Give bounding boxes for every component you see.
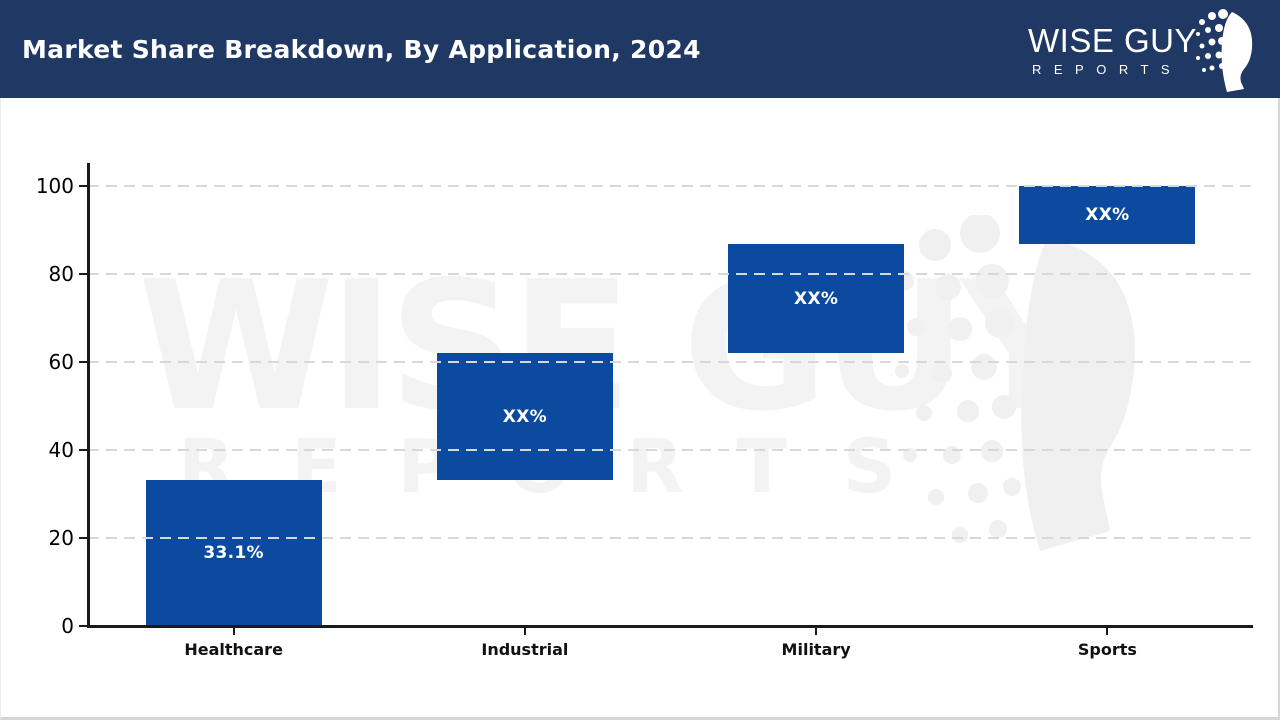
y-tick-mark bbox=[79, 625, 88, 627]
y-tick-mark bbox=[79, 449, 88, 451]
page-title: Market Share Breakdown, By Application, … bbox=[22, 34, 701, 64]
y-tick-label: 20 bbox=[48, 526, 74, 550]
x-tick-label-industrial: Industrial bbox=[481, 640, 569, 659]
watermark-text-big: WISE GUY bbox=[138, 243, 1090, 450]
bar-sports: XX% bbox=[1019, 186, 1196, 245]
gridline-80 bbox=[88, 273, 1253, 275]
bar-healthcare: 33.1% bbox=[145, 480, 322, 626]
gridline-40 bbox=[88, 449, 1253, 451]
x-tick-mark bbox=[523, 626, 526, 635]
watermark-face-dots-icon bbox=[894, 215, 1135, 551]
x-tick-label-sports: Sports bbox=[1077, 640, 1137, 659]
logo-face-dots-icon bbox=[1196, 9, 1253, 92]
x-axis-line bbox=[87, 625, 1253, 628]
x-tick-mark bbox=[815, 626, 818, 635]
y-tick-label: 100 bbox=[35, 174, 74, 198]
bar-value-label: 33.1% bbox=[203, 543, 264, 564]
bar-industrial: XX% bbox=[436, 353, 613, 481]
logo-text-line2: REPORTS bbox=[1032, 62, 1182, 77]
x-tick-mark bbox=[1106, 626, 1109, 635]
gridline-60 bbox=[88, 361, 1253, 363]
logo-text-line1: WISE GUY bbox=[1028, 22, 1197, 59]
y-tick-mark bbox=[79, 361, 88, 363]
bar-value-label: XX% bbox=[502, 406, 547, 427]
bar-value-label: XX% bbox=[794, 288, 839, 309]
x-tick-label-military: Military bbox=[781, 640, 851, 659]
y-tick-mark bbox=[79, 537, 88, 539]
gridline-100 bbox=[88, 185, 1253, 187]
bar-military: XX% bbox=[728, 244, 905, 354]
y-tick-mark bbox=[79, 273, 88, 275]
bar-value-label: XX% bbox=[1085, 205, 1130, 226]
y-tick-label: 60 bbox=[48, 350, 74, 374]
y-tick-mark bbox=[79, 185, 88, 187]
x-tick-label-healthcare: Healthcare bbox=[184, 640, 283, 659]
x-tick-mark bbox=[232, 626, 235, 635]
wise-guy-logo: WISE GUY REPORTS bbox=[1028, 9, 1253, 92]
header-bar: Market Share Breakdown, By Application, … bbox=[0, 0, 1280, 98]
gridline-20 bbox=[88, 537, 1253, 539]
y-tick-label: 0 bbox=[61, 614, 74, 638]
y-axis-line bbox=[87, 163, 90, 628]
y-tick-label: 40 bbox=[48, 438, 74, 462]
y-tick-label: 80 bbox=[48, 262, 74, 286]
